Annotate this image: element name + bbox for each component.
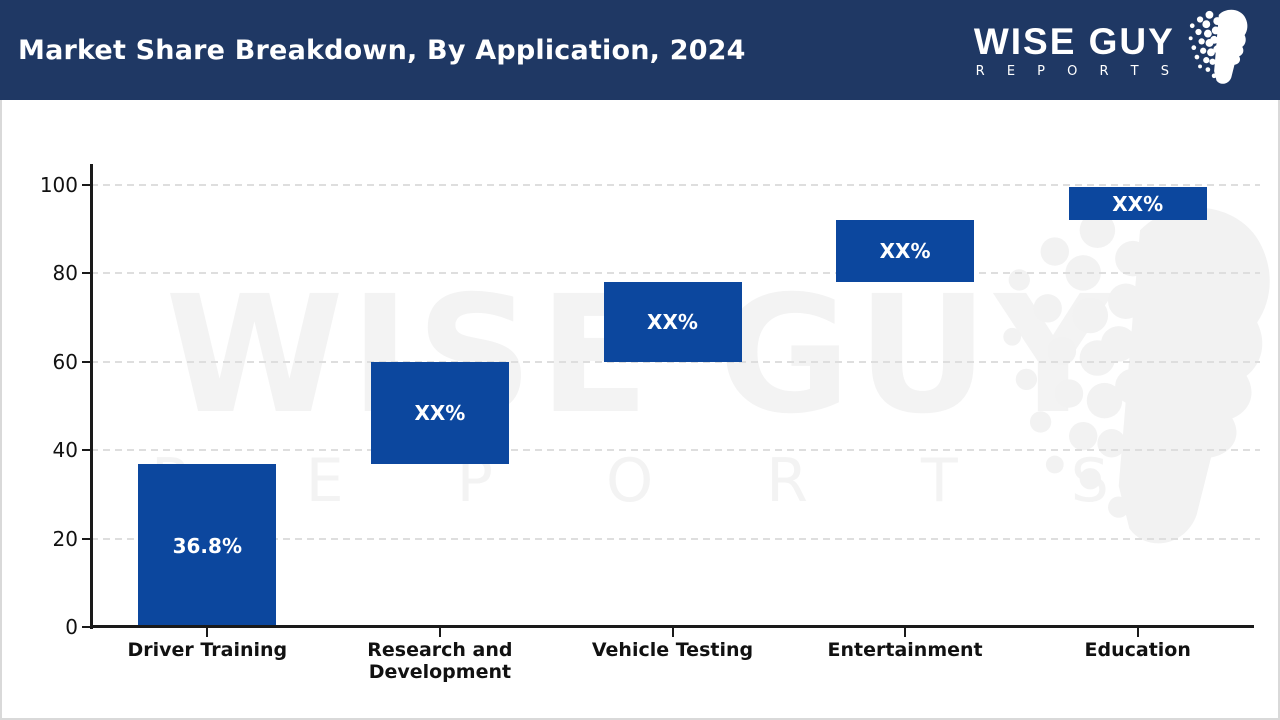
y-gridline xyxy=(91,272,1260,275)
bar-value-label: XX% xyxy=(879,239,931,264)
x-axis-tick xyxy=(904,628,907,637)
wiseguy-logo: WISE GUY R E P O R T S xyxy=(971,7,1254,93)
x-axis-category-label: Driver Training xyxy=(127,639,288,661)
y-gridline xyxy=(91,184,1260,186)
bar-segment: XX% xyxy=(370,361,509,465)
header: Market Share Breakdown, By Application, … xyxy=(0,0,1280,100)
bar-segment: XX% xyxy=(1068,187,1207,221)
y-axis-spine xyxy=(90,164,93,629)
y-axis-tick-label: 100 xyxy=(39,173,78,197)
bar-value-label: 36.8% xyxy=(172,533,242,558)
y-axis-tick xyxy=(82,272,91,275)
logo-line1: WISE GUY xyxy=(973,20,1175,62)
y-gridline xyxy=(91,537,1260,540)
x-axis-tick xyxy=(1136,628,1139,637)
y-axis-tick xyxy=(82,360,91,363)
y-gridline xyxy=(91,449,1260,452)
bar-segment: XX% xyxy=(603,282,742,362)
page-title: Market Share Breakdown, By Application, … xyxy=(18,34,746,66)
bar-segment: 36.8% xyxy=(138,464,277,627)
bar-segment: XX% xyxy=(836,220,975,283)
y-axis-tick-label: 40 xyxy=(52,438,78,463)
x-axis-tick xyxy=(671,628,674,637)
y-axis-tick-label: 60 xyxy=(52,349,78,374)
wiseguy-head-icon xyxy=(1188,9,1248,84)
y-axis-tick-label: 0 xyxy=(65,615,78,639)
y-axis-tick xyxy=(82,626,91,628)
logo-wordmark: WISE GUY R E P O R T S xyxy=(971,23,1178,78)
y-axis-tick xyxy=(82,537,91,540)
chart-area: WISE GUY R E P O R T S 36.8% XX% XX% XX% XX%… xyxy=(0,100,1280,720)
logo-line2: R E P O R T S xyxy=(975,63,1178,79)
y-gridline xyxy=(91,360,1260,363)
bar-value-label: XX% xyxy=(1112,191,1164,216)
waterfall-chart: 36.8% XX% XX% XX% XX% 0 20 40 60 80 100 Driver Trai… xyxy=(2,100,1278,718)
y-axis-tick xyxy=(82,449,91,452)
x-axis-category-label: Research and Development xyxy=(367,639,513,683)
bar-value-label: XX% xyxy=(647,310,698,334)
y-axis-tick-label: 20 xyxy=(52,526,78,551)
x-axis-category-label: Vehicle Testing xyxy=(591,639,754,661)
y-axis-tick-label: 80 xyxy=(52,261,78,286)
bar-value-label: XX% xyxy=(414,401,466,426)
x-axis-tick xyxy=(438,628,441,637)
x-axis-tick xyxy=(206,628,209,637)
y-axis-tick xyxy=(82,184,91,186)
x-axis-category-label: Education xyxy=(1084,639,1191,661)
x-axis-category-label: Entertainment xyxy=(827,639,983,661)
x-axis-spine xyxy=(90,625,1254,628)
